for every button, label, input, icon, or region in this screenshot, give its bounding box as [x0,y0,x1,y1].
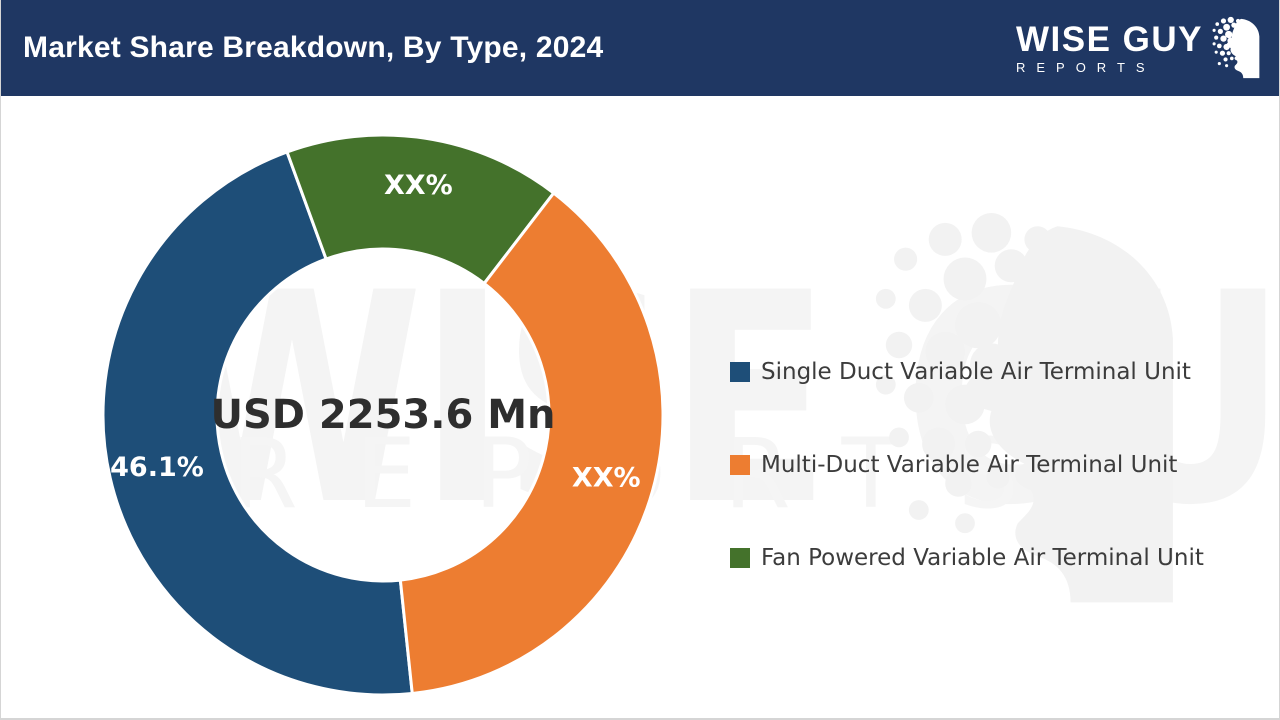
segment-percentage-label: XX% [384,170,453,201]
legend-label: Fan Powered Variable Air Terminal Unit [761,545,1204,571]
legend-item-single-duct: Single Duct Variable Air Terminal Unit [730,359,1191,385]
legend-item-multi-duct: Multi-Duct Variable Air Terminal Unit [730,452,1177,478]
chart-area: WISE GUY REPORTS 46.1%XX%XX% USD 2253.6 … [1,96,1279,718]
chart-center-value: USD 2253.6 Mn [210,392,556,438]
page-title: Market Share Breakdown, By Type, 2024 [23,31,604,64]
segment-percentage-label: 46.1% [110,452,204,483]
header-bar: Market Share Breakdown, By Type, 2024 WI… [1,0,1279,96]
legend-swatch-orange [730,455,750,475]
segment-percentage-label: XX% [572,463,641,494]
donut-segment-2 [285,133,556,285]
logo-text: WISE GUY REPORTS [1016,22,1203,74]
donut-segment-3 [398,191,665,695]
wise-guy-logo: WISE GUY REPORTS [1016,10,1263,86]
legend-item-fan-powered: Fan Powered Variable Air Terminal Unit [730,545,1204,571]
legend-swatch-green [730,548,750,568]
legend-swatch-blue [730,362,750,382]
legend-label: Multi-Duct Variable Air Terminal Unit [761,452,1178,478]
donut-segment-1 [101,150,414,697]
logo-name: WISE GUY [1015,20,1203,59]
donut-chart: 46.1% XX% XX% [101,133,665,697]
legend-label: Single Duct Variable Air Terminal Unit [761,359,1191,385]
wise-guy-face-icon [1211,10,1263,86]
logo-tagline: REPORTS [1015,60,1156,75]
